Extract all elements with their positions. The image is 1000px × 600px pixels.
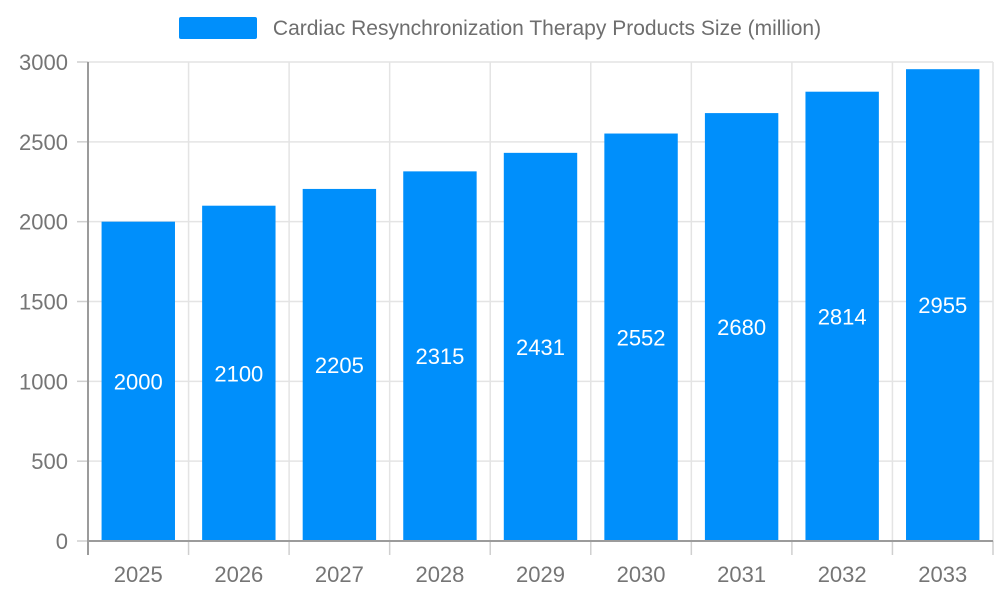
- y-tick-label: 1000: [19, 369, 68, 394]
- bar-value-label: 2000: [114, 369, 163, 394]
- bar: [403, 171, 477, 541]
- bar-value-label: 2205: [315, 353, 364, 378]
- bar: [805, 91, 879, 541]
- bar: [101, 221, 175, 541]
- bar-value-label: 2100: [214, 361, 263, 386]
- bar: [503, 152, 578, 541]
- x-tick-label: 2032: [818, 562, 867, 587]
- x-tick-label: 2028: [415, 562, 464, 587]
- x-tick-label: 2033: [918, 562, 967, 587]
- y-tick-label: 2500: [19, 130, 68, 155]
- bar: [906, 69, 980, 541]
- y-tick-label: 1500: [19, 290, 68, 315]
- x-tick-label: 2026: [214, 562, 263, 587]
- y-tick-label: 0: [56, 529, 68, 554]
- bar: [302, 188, 377, 541]
- x-tick-label: 2029: [516, 562, 565, 587]
- y-tick-label: 500: [31, 449, 68, 474]
- x-tick-label: 2027: [315, 562, 364, 587]
- x-tick-label: 2030: [617, 562, 666, 587]
- bar: [704, 113, 779, 542]
- bar-value-label: 2955: [918, 293, 967, 318]
- bar-value-label: 2814: [818, 304, 867, 329]
- bar-value-label: 2552: [617, 325, 666, 350]
- x-tick-label: 2025: [114, 562, 163, 587]
- bar-value-label: 2431: [516, 335, 565, 360]
- legend-swatch: [178, 17, 257, 39]
- legend-label: Cardiac Resynchronization Therapy Produc…: [272, 16, 822, 40]
- y-tick-label: 3000: [19, 50, 68, 75]
- legend[interactable]: Cardiac Resynchronization Therapy Produc…: [0, 17, 1000, 39]
- y-tick-label: 2000: [19, 210, 68, 235]
- bar-value-label: 2680: [717, 315, 766, 340]
- bar-value-label: 2315: [415, 344, 464, 369]
- bar: [202, 205, 276, 541]
- x-tick-label: 2031: [717, 562, 766, 587]
- bar: [604, 133, 678, 541]
